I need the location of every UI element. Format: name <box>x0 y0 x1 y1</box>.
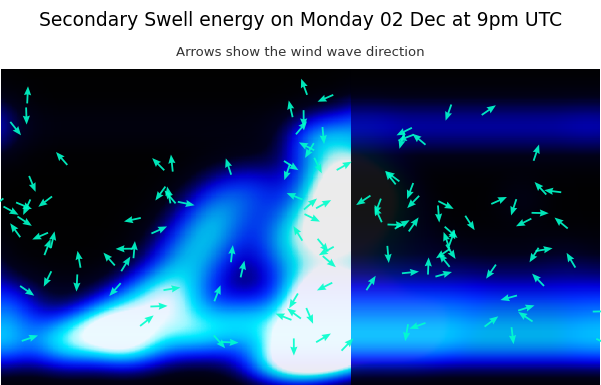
Text: Secondary Swell energy on Monday 02 Dec at 9pm UTC: Secondary Swell energy on Monday 02 Dec … <box>39 11 562 30</box>
Text: Arrows show the wind wave direction: Arrows show the wind wave direction <box>176 46 425 59</box>
